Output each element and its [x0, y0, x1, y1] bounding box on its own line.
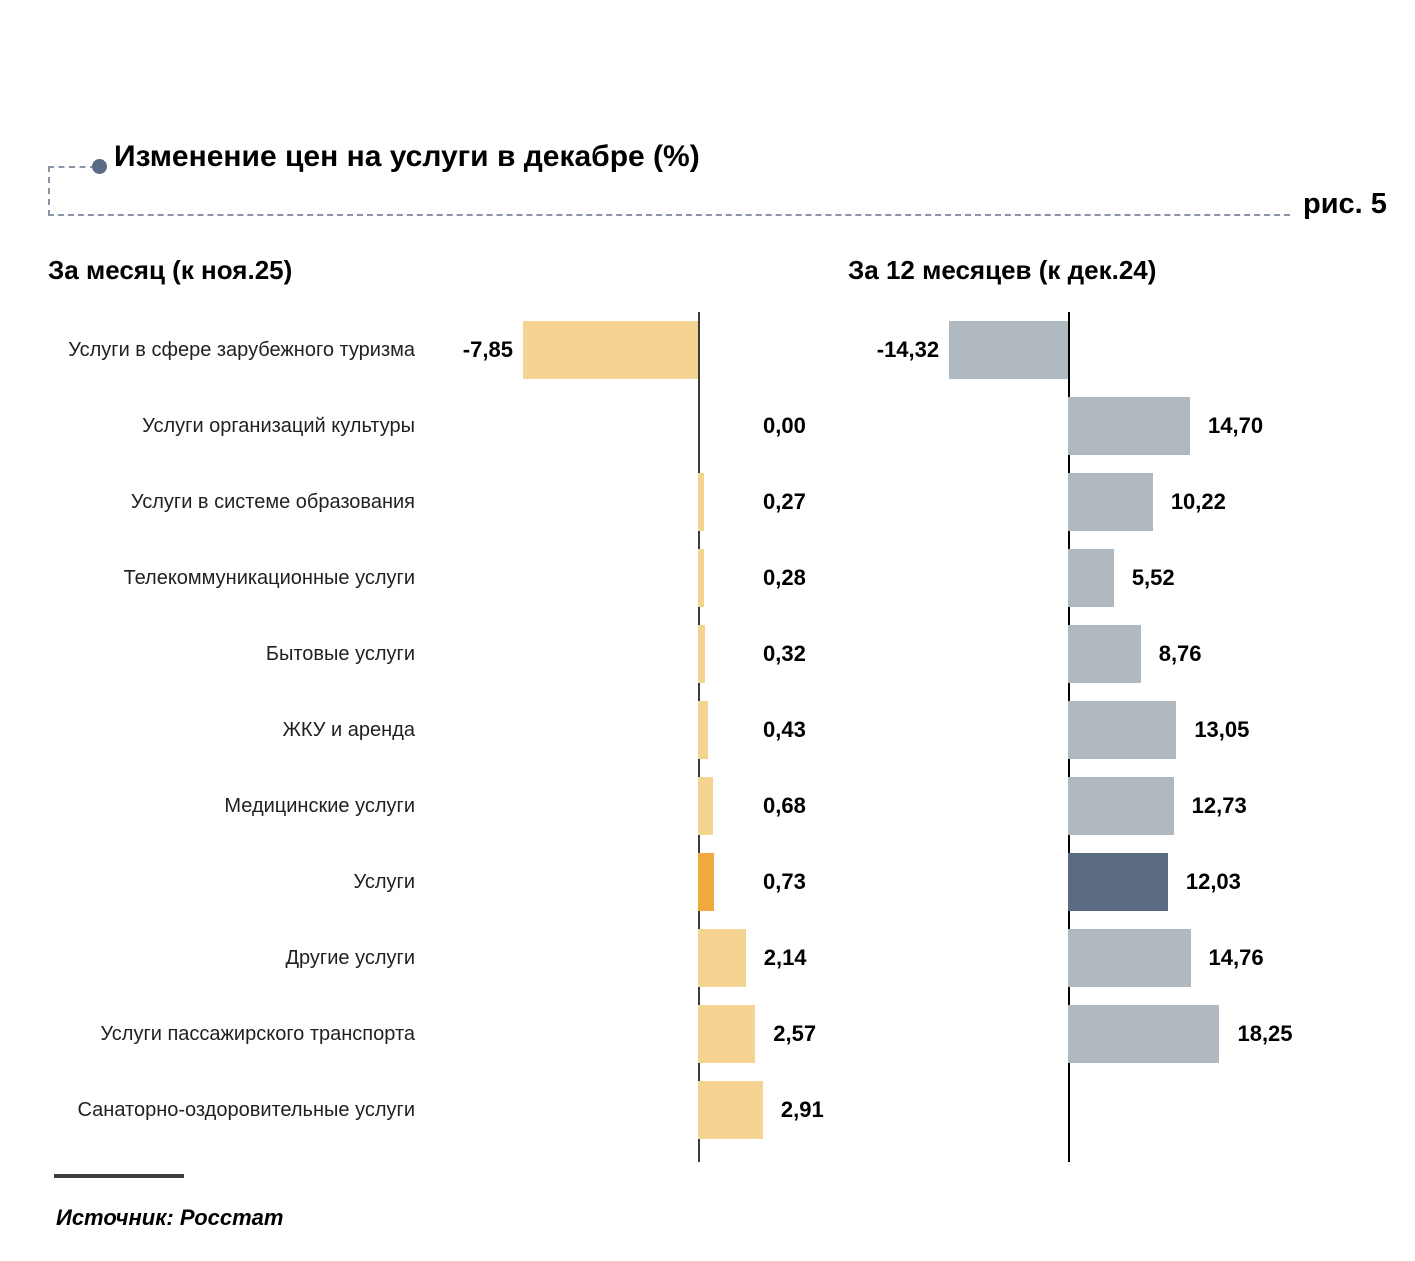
chart-row: Услуги 0,73 12,03 — [0, 844, 1415, 920]
bar-month — [698, 625, 706, 683]
category-label: Медицинские услуги — [224, 795, 415, 817]
value-label-year: 18,25 — [1237, 1021, 1293, 1046]
chart-row: Услуги организаций культуры 0,00 14,70 — [0, 388, 1415, 464]
chart-row: Телекоммуникационные услуги 0,28 5,52 — [0, 540, 1415, 616]
bar-month — [698, 777, 714, 835]
figure-number-label: рис. 5 — [1303, 188, 1387, 220]
bar-month — [698, 1005, 756, 1063]
value-label-month: 0,28 — [763, 565, 806, 590]
bar-month — [522, 321, 698, 379]
category-label: Услуги пассажирского транспорта — [100, 1023, 415, 1045]
bar-year — [1068, 1005, 1220, 1063]
chart-row: Медицинские услуги 0,68 12,73 — [0, 768, 1415, 844]
bar-month — [698, 1081, 763, 1139]
value-label-month: 0,27 — [763, 489, 806, 514]
category-label: Санаторно-оздоровительные услуги — [77, 1099, 416, 1121]
value-label-month: 0,73 — [763, 869, 806, 894]
value-label-month: 0,32 — [763, 641, 806, 666]
chart-row: Санаторно-оздоровительные услуги 2,91 — [0, 1072, 1415, 1148]
value-label-year: 5,52 — [1131, 565, 1175, 590]
footer-divider — [54, 1174, 184, 1178]
chart-rows: Услуги в сфере зарубежного туризма -7,85 -… — [0, 312, 1415, 1148]
bar-month — [698, 929, 746, 987]
bar-year — [1068, 625, 1141, 683]
category-label: Бытовые услуги — [265, 643, 415, 665]
chart-row: Услуги в системе образования 0,27 10,22 — [0, 464, 1415, 540]
value-label-month: 0,68 — [763, 793, 806, 818]
category-label: Услуги в сфере зарубежного туризма — [68, 339, 415, 361]
category-label: Другие услуги — [285, 947, 415, 969]
panel-header-year: За 12 месяцев (к дек.24) — [848, 255, 1157, 285]
value-label-month: 2,57 — [773, 1021, 817, 1046]
value-label-year: 12,03 — [1185, 869, 1241, 894]
title-bracket-decoration — [48, 166, 1290, 216]
chart-row: Бытовые услуги 0,32 8,76 — [0, 616, 1415, 692]
bar-year — [949, 321, 1068, 379]
bar-year — [1068, 473, 1153, 531]
bar-year — [1068, 853, 1168, 911]
bar-year — [1068, 549, 1114, 607]
category-label: Услуги организаций культуры — [142, 415, 415, 437]
bar-year — [1068, 397, 1190, 455]
bar-year — [1068, 701, 1177, 759]
chart-header: Изменение цен на услуги в декабре (%) ри… — [48, 140, 1398, 230]
category-label: ЖКУ и аренда — [282, 719, 415, 741]
category-label: Услуги в системе образования — [130, 491, 415, 513]
value-label-year: 13,05 — [1194, 717, 1250, 742]
bar-year — [1068, 929, 1191, 987]
bar-month — [698, 473, 705, 531]
source-note: Источник: Росстат — [56, 1205, 284, 1230]
value-label-year: 14,70 — [1208, 413, 1264, 438]
bar-month — [698, 549, 705, 607]
value-label-month: 2,91 — [780, 1097, 824, 1122]
chart-row: Услуги пассажирского транспорта 2,57 18,25 — [0, 996, 1415, 1072]
panel-header-month: За месяц (к ноя.25) — [48, 255, 293, 285]
value-label-year: 14,76 — [1208, 945, 1264, 970]
bullet-dot-icon — [92, 159, 107, 174]
value-label-month: -7,85 — [462, 337, 513, 362]
bar-month — [698, 853, 715, 911]
value-label-month: 0,00 — [763, 413, 806, 438]
value-label-year: -14,32 — [876, 337, 940, 362]
title-bracket-top-dash — [48, 166, 96, 168]
chart-row: Услуги в сфере зарубежного туризма -7,85 -… — [0, 312, 1415, 388]
chart-row: Другие услуги 2,14 14,76 — [0, 920, 1415, 996]
chart-area: Услуги в сфере зарубежного туризма -7,85 -… — [0, 312, 1415, 1162]
page-title: Изменение цен на услуги в декабре (%) — [114, 140, 700, 173]
category-label: Услуги — [353, 871, 415, 893]
value-label-month: 2,14 — [763, 945, 807, 970]
bar-year — [1068, 777, 1174, 835]
bar-month — [698, 701, 708, 759]
value-label-year: 10,22 — [1170, 489, 1226, 514]
value-label-year: 12,73 — [1191, 793, 1247, 818]
value-label-month: 0,43 — [763, 717, 806, 742]
category-label: Телекоммуникационные услуги — [123, 567, 415, 589]
value-label-year: 8,76 — [1158, 641, 1202, 666]
chart-row: ЖКУ и аренда 0,43 13,05 — [0, 692, 1415, 768]
